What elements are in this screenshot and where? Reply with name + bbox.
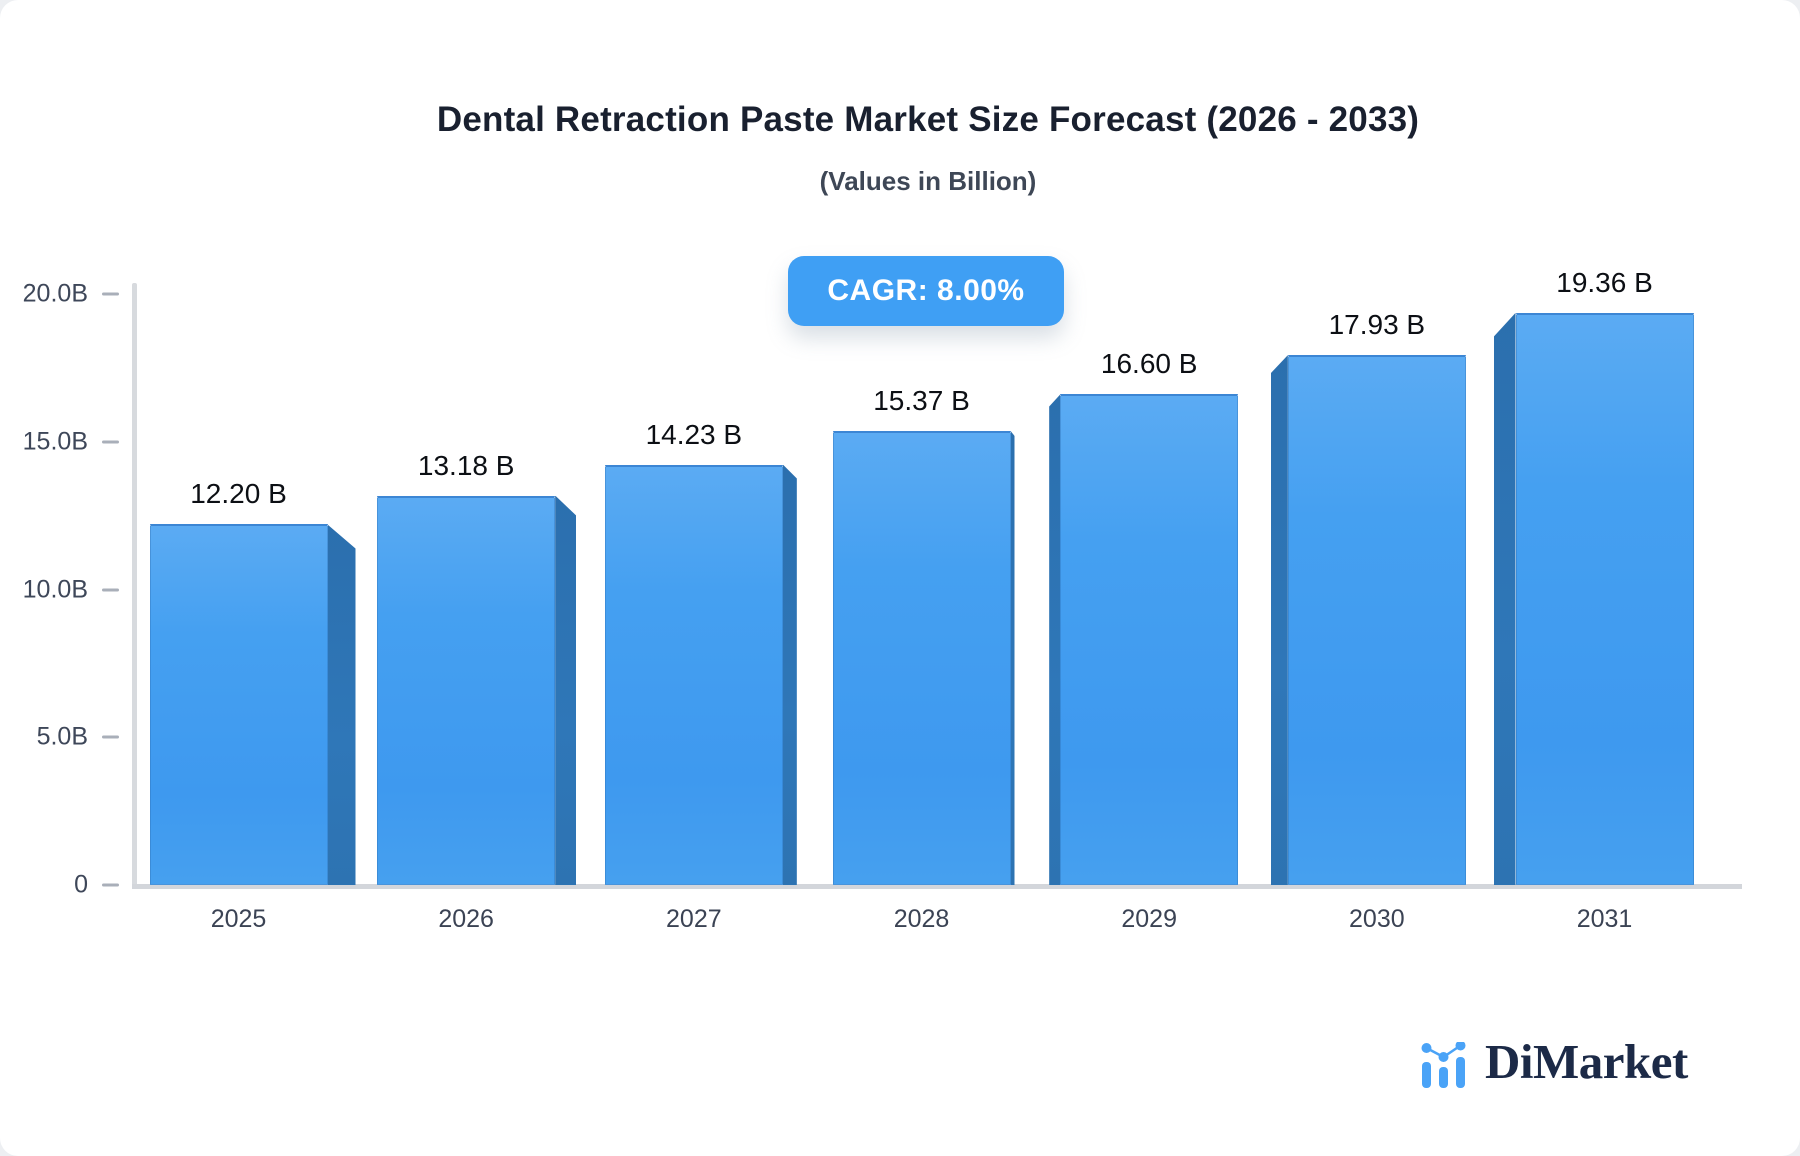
bar-value-label: 16.60 B (1100, 348, 1198, 380)
bar-value-label: 13.18 B (417, 449, 515, 481)
chart-title: Dental Retraction Paste Market Size Fore… (436, 100, 1420, 139)
cagr-badge: CAGR: 8.00% (788, 256, 1064, 326)
y-axis-tick (102, 588, 119, 591)
y-axis-tick (102, 292, 119, 296)
x-axis-label: 2027 (666, 905, 722, 933)
bar-side-face-2026 (555, 495, 577, 885)
x-axis-baseline (132, 884, 1742, 889)
bar-2027[interactable] (604, 464, 783, 885)
bar-side-face-2028 (1010, 430, 1015, 885)
bar-side-face-2031 (1493, 312, 1516, 885)
bar-value-label: 14.23 B (645, 418, 743, 450)
x-axis-label: 2030 (1349, 905, 1405, 933)
y-axis-label: 0 (74, 870, 88, 899)
x-axis-label: 2028 (893, 905, 950, 933)
y-axis-label: 10.0B (22, 575, 88, 603)
bar-2030[interactable] (1287, 355, 1466, 885)
x-axis-label: 2025 (210, 905, 267, 933)
bar-side-face-2030 (1270, 355, 1288, 885)
bar-2026[interactable] (377, 495, 556, 885)
bar-side-face-2025 (327, 524, 356, 885)
bar-2025[interactable] (149, 524, 328, 885)
y-axis-tick (102, 440, 119, 444)
x-axis-label: 2029 (1121, 905, 1177, 933)
bar-2028[interactable] (832, 430, 1011, 885)
y-axis-line (132, 283, 137, 889)
bar-2029[interactable] (1060, 394, 1239, 885)
bar-side-face-2029 (1049, 394, 1061, 885)
y-axis-label: 15.0B (22, 427, 88, 456)
bar-side-face-2027 (782, 464, 797, 885)
chart-subtitle: (Values in Billion) (819, 166, 1037, 196)
bar-value-label: 12.20 B (190, 478, 287, 510)
mini-bar-chart-icon (1421, 1042, 1466, 1088)
bar-2031[interactable] (1515, 312, 1694, 885)
y-axis-tick (102, 735, 119, 739)
y-axis-tick (102, 883, 119, 887)
cagr-badge-label: CAGR: 8.00% (827, 274, 1025, 307)
brand-watermark[interactable]: DiMarket (1420, 1036, 1688, 1088)
x-axis-label: 2026 (438, 905, 494, 933)
x-axis-label: 2031 (1576, 905, 1633, 933)
bar-value-label: 17.93 B (1328, 309, 1426, 341)
brand-name: DiMarket (1485, 1034, 1688, 1089)
bar-value-label: 19.36 B (1556, 266, 1653, 298)
y-axis-label: 5.0B (36, 722, 88, 751)
y-axis-label: 20.0B (22, 279, 88, 308)
bar-value-label: 15.37 B (873, 384, 970, 416)
